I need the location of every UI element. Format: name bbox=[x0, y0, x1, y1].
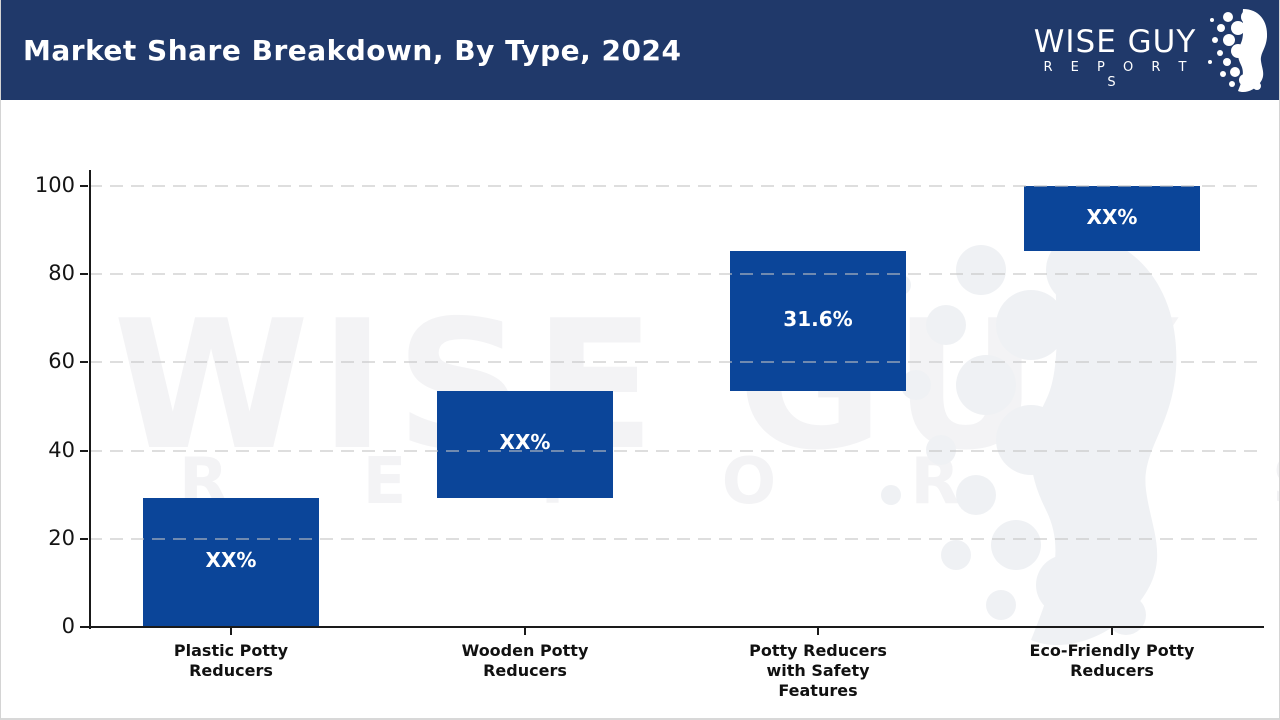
y-tick-mark-40 bbox=[80, 449, 88, 452]
y-tick-mark-80 bbox=[80, 273, 88, 276]
bar-segment bbox=[143, 497, 319, 627]
x-axis-line bbox=[88, 626, 1264, 628]
bar-segment bbox=[437, 390, 613, 498]
y-tick-label-20: 20 bbox=[48, 525, 75, 550]
y-tick-mark-20 bbox=[80, 537, 88, 540]
y-tick-mark-60 bbox=[80, 361, 88, 364]
bar-value-label: XX% bbox=[205, 548, 257, 573]
brand-subname: R E P O R T S bbox=[1043, 60, 1194, 90]
x-tick-mark bbox=[817, 628, 819, 635]
bar-value-label: 31.6% bbox=[783, 306, 853, 331]
gridline-20 bbox=[89, 537, 1263, 540]
y-tick-label-100: 100 bbox=[34, 173, 75, 197]
page-title: Market Share Breakdown, By Type, 2024 bbox=[23, 34, 682, 67]
brand-name: WISE GUY bbox=[1033, 24, 1197, 60]
y-tick-label-60: 60 bbox=[48, 349, 75, 374]
y-axis-line bbox=[89, 170, 91, 629]
gridline-60 bbox=[89, 361, 1263, 364]
x-category-label: Plastic Potty Reducers bbox=[173, 641, 289, 680]
header-bar: Market Share Breakdown, By Type, 2024 WI… bbox=[1, 0, 1279, 100]
gridline-80 bbox=[89, 273, 1263, 276]
y-tick-mark-0 bbox=[80, 626, 88, 628]
bar-value-label: XX% bbox=[1086, 204, 1138, 229]
y-tick-label-0: 0 bbox=[61, 614, 75, 638]
x-category-label: Potty Reducers with Safety Features bbox=[749, 641, 887, 700]
y-tick-label-80: 80 bbox=[48, 261, 75, 286]
gridline-100 bbox=[89, 185, 1263, 187]
x-tick-mark bbox=[524, 628, 526, 635]
x-tick-mark bbox=[230, 628, 232, 635]
x-tick-mark bbox=[1111, 628, 1113, 635]
bar-value-label: XX% bbox=[499, 430, 551, 455]
watermark-head-icon bbox=[881, 230, 1177, 646]
x-category-label: Eco-Friendly Potty Reducers bbox=[1029, 641, 1195, 680]
y-tick-mark-100 bbox=[80, 185, 88, 187]
brand-logo: WISE GUY R E P O R T S bbox=[1029, 2, 1269, 98]
x-category-label: Wooden Potty Reducers bbox=[461, 641, 589, 680]
brand-head-icon bbox=[1208, 9, 1268, 93]
gridline-40 bbox=[89, 449, 1263, 452]
y-tick-label-40: 40 bbox=[48, 437, 75, 462]
bar-segment bbox=[1024, 186, 1200, 252]
